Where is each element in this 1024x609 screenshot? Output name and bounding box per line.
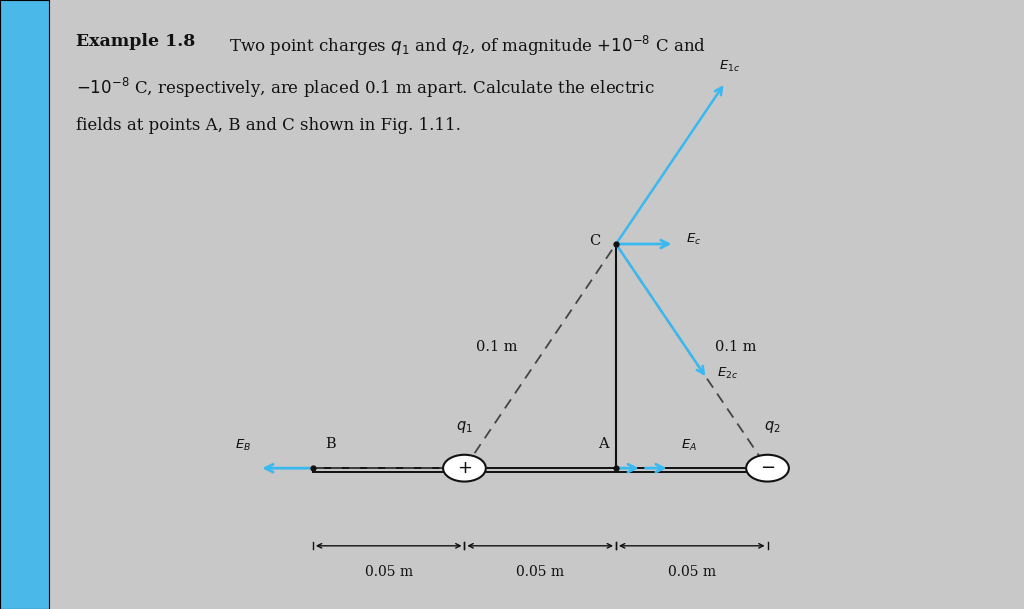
Text: A: A [598, 437, 608, 451]
Text: $q_2$: $q_2$ [764, 418, 780, 435]
Text: $E_{2c}$: $E_{2c}$ [717, 366, 738, 381]
Circle shape [443, 455, 485, 482]
Text: 0.05 m: 0.05 m [516, 565, 564, 579]
Text: $E_B$: $E_B$ [236, 438, 252, 453]
Text: $E_A$: $E_A$ [681, 438, 697, 453]
Text: $E_{1c}$: $E_{1c}$ [719, 58, 740, 74]
Text: −: − [760, 459, 775, 477]
Text: $q_1$: $q_1$ [456, 418, 473, 435]
Text: +: + [457, 459, 472, 477]
Text: $-10^{-8}$ C, respectively, are placed 0.1 m apart. Calculate the electric: $-10^{-8}$ C, respectively, are placed 0… [76, 76, 654, 100]
Text: 0.1 m: 0.1 m [476, 340, 517, 354]
Text: C: C [589, 234, 600, 248]
Text: Example 1.8: Example 1.8 [76, 33, 195, 51]
Text: B: B [325, 437, 336, 451]
Text: fields at points A, B and C shown in Fig. 1.11.: fields at points A, B and C shown in Fig… [76, 117, 461, 134]
Text: 0.1 m: 0.1 m [715, 340, 757, 354]
Circle shape [746, 455, 788, 482]
Text: 0.05 m: 0.05 m [365, 565, 413, 579]
Text: Two point charges $q_1$ and $q_2$, of magnitude $+10^{-8}$ C and: Two point charges $q_1$ and $q_2$, of ma… [224, 33, 707, 58]
Text: $E_c$: $E_c$ [686, 231, 701, 247]
Text: 0.05 m: 0.05 m [668, 565, 716, 579]
